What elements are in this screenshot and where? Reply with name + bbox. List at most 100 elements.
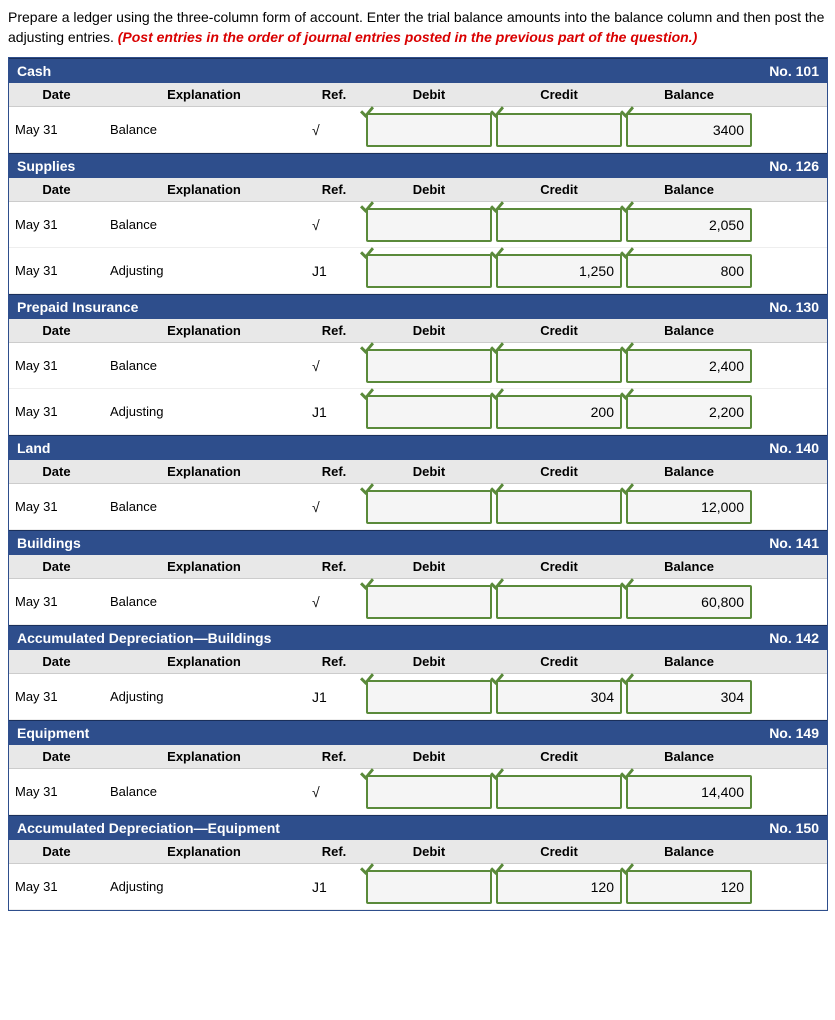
cell-explanation: Adjusting [104, 263, 304, 278]
credit-input[interactable]: 1,250 [496, 254, 622, 288]
column-header: Ref. [304, 745, 364, 768]
cell-debit-wrap [364, 254, 494, 288]
credit-input[interactable] [496, 585, 622, 619]
cell-credit-wrap [494, 585, 624, 619]
debit-input[interactable] [366, 585, 492, 619]
cell-explanation: Balance [104, 784, 304, 799]
account-name: Cash [17, 63, 51, 79]
account-name: Equipment [17, 725, 89, 741]
column-header: Date [9, 745, 104, 768]
credit-input[interactable] [496, 775, 622, 809]
cell-ref: J1 [304, 263, 364, 279]
cell-debit-wrap [364, 680, 494, 714]
column-header: Debit [364, 745, 494, 768]
cell-explanation: Balance [104, 122, 304, 137]
account-number: No. 140 [769, 440, 819, 456]
debit-input[interactable] [366, 775, 492, 809]
column-header: Credit [494, 319, 624, 342]
account-header: LandNo. 140 [9, 435, 827, 460]
ledger-row: May 31Balance√2,400 [9, 343, 827, 389]
ledger-row: May 31AdjustingJ1304304 [9, 674, 827, 720]
credit-input[interactable] [496, 490, 622, 524]
debit-input[interactable] [366, 870, 492, 904]
account-block: CashNo. 101DateExplanationRef.DebitCredi… [9, 58, 827, 153]
account-block: Accumulated Depreciation—EquipmentNo. 15… [9, 815, 827, 910]
balance-input[interactable]: 2,200 [626, 395, 752, 429]
credit-input[interactable]: 120 [496, 870, 622, 904]
balance-input[interactable]: 12,000 [626, 490, 752, 524]
account-header: Accumulated Depreciation—EquipmentNo. 15… [9, 815, 827, 840]
balance-input[interactable]: 14,400 [626, 775, 752, 809]
balance-input[interactable]: 2,050 [626, 208, 752, 242]
cell-balance-wrap: 2,200 [624, 395, 754, 429]
column-header: Date [9, 460, 104, 483]
column-header-row: DateExplanationRef.DebitCreditBalance [9, 178, 827, 202]
column-header: Date [9, 555, 104, 578]
balance-input[interactable]: 60,800 [626, 585, 752, 619]
column-header: Explanation [104, 745, 304, 768]
debit-input[interactable] [366, 208, 492, 242]
column-header: Balance [624, 83, 754, 106]
cell-date: May 31 [9, 784, 104, 799]
column-header: Debit [364, 178, 494, 201]
debit-input[interactable] [366, 490, 492, 524]
cell-credit-wrap: 120 [494, 870, 624, 904]
debit-input[interactable] [366, 254, 492, 288]
account-header: BuildingsNo. 141 [9, 530, 827, 555]
credit-input[interactable] [496, 113, 622, 147]
account-header: Accumulated Depreciation—BuildingsNo. 14… [9, 625, 827, 650]
cell-explanation: Balance [104, 217, 304, 232]
instructions: Prepare a ledger using the three-column … [8, 8, 827, 47]
account-header: CashNo. 101 [9, 58, 827, 83]
credit-input[interactable] [496, 349, 622, 383]
cell-credit-wrap [494, 349, 624, 383]
cell-ref: √ [304, 358, 364, 374]
column-header: Balance [624, 555, 754, 578]
credit-input[interactable] [496, 208, 622, 242]
debit-input[interactable] [366, 349, 492, 383]
account-block: SuppliesNo. 126DateExplanationRef.DebitC… [9, 153, 827, 294]
column-header: Ref. [304, 83, 364, 106]
ledger-row: May 31Balance√12,000 [9, 484, 827, 530]
balance-input[interactable]: 2,400 [626, 349, 752, 383]
column-header: Explanation [104, 319, 304, 342]
balance-input[interactable]: 800 [626, 254, 752, 288]
debit-input[interactable] [366, 113, 492, 147]
column-header: Date [9, 650, 104, 673]
credit-input[interactable]: 200 [496, 395, 622, 429]
credit-input[interactable]: 304 [496, 680, 622, 714]
ledger-row: May 31AdjustingJ1120120 [9, 864, 827, 910]
debit-input[interactable] [366, 395, 492, 429]
column-header: Debit [364, 460, 494, 483]
column-header: Balance [624, 840, 754, 863]
column-header: Date [9, 319, 104, 342]
column-header: Date [9, 83, 104, 106]
balance-input[interactable]: 3400 [626, 113, 752, 147]
column-header: Ref. [304, 319, 364, 342]
cell-explanation: Adjusting [104, 404, 304, 419]
column-header: Debit [364, 83, 494, 106]
cell-date: May 31 [9, 217, 104, 232]
debit-input[interactable] [366, 680, 492, 714]
account-header: SuppliesNo. 126 [9, 153, 827, 178]
account-block: LandNo. 140DateExplanationRef.DebitCredi… [9, 435, 827, 530]
column-header: Date [9, 178, 104, 201]
account-number: No. 150 [769, 820, 819, 836]
balance-input[interactable]: 304 [626, 680, 752, 714]
cell-explanation: Adjusting [104, 879, 304, 894]
column-header: Ref. [304, 650, 364, 673]
ledger-container: CashNo. 101DateExplanationRef.DebitCredi… [8, 57, 828, 911]
column-header: Balance [624, 650, 754, 673]
cell-debit-wrap [364, 870, 494, 904]
column-header: Balance [624, 460, 754, 483]
column-header: Explanation [104, 83, 304, 106]
ledger-row: May 31Balance√2,050 [9, 202, 827, 248]
cell-ref: √ [304, 594, 364, 610]
ledger-row: May 31Balance√60,800 [9, 579, 827, 625]
column-header: Explanation [104, 178, 304, 201]
balance-input[interactable]: 120 [626, 870, 752, 904]
column-header: Debit [364, 555, 494, 578]
column-header: Ref. [304, 555, 364, 578]
column-header-row: DateExplanationRef.DebitCreditBalance [9, 840, 827, 864]
cell-debit-wrap [364, 585, 494, 619]
